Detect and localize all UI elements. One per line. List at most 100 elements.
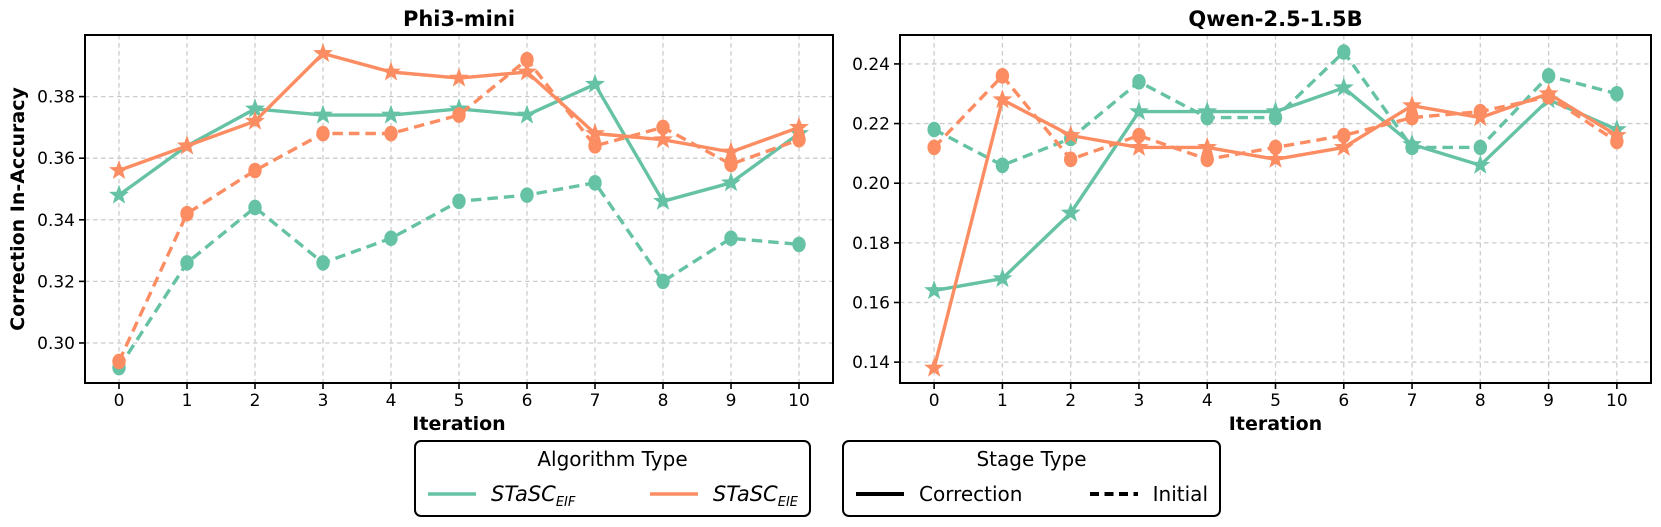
data-point-star-stasc-eif-correction <box>992 268 1013 288</box>
data-point-circle-stasc-eif-initial <box>384 230 398 247</box>
x-tick-label: 5 <box>454 391 465 411</box>
data-point-circle-stasc-eif-initial <box>792 236 806 253</box>
y-tick-label: 0.22 <box>852 115 890 135</box>
y-tick-label: 0.16 <box>852 293 890 313</box>
data-point-star-stasc-eif-correction <box>924 280 945 300</box>
data-point-star-stasc-eie-correction <box>653 129 673 149</box>
x-tick-label: 1 <box>997 391 1008 411</box>
legend-label-subscript: EIE <box>777 495 798 511</box>
data-point-star-stasc-eie-correction <box>517 61 537 81</box>
data-point-circle-stasc-eie-initial <box>927 139 941 156</box>
data-point-star-stasc-eie-correction <box>1129 136 1149 156</box>
data-point-star-stasc-eie-correction <box>109 160 129 179</box>
x-tick-label: 3 <box>1134 391 1145 411</box>
data-point-circle-stasc-eie-initial <box>112 353 126 370</box>
data-point-star-stasc-eie-correction <box>585 123 605 142</box>
x-tick-label: 9 <box>1543 391 1554 411</box>
data-point-circle-stasc-eie-initial <box>316 125 330 142</box>
data-point-star-stasc-eif-correction <box>721 172 741 192</box>
y-tick-label: 0.24 <box>852 55 890 75</box>
data-point-circle-stasc-eie-initial <box>384 125 398 142</box>
data-point-circle-stasc-eie-initial <box>1610 133 1624 150</box>
data-point-circle-stasc-eie-initial <box>588 138 602 154</box>
data-point-star-stasc-eif-correction <box>313 104 333 124</box>
x-tick-label: 4 <box>386 391 397 411</box>
y-tick-label: 0.38 <box>37 88 75 108</box>
data-point-circle-stasc-eie-initial <box>520 51 534 68</box>
y-tick-label: 0.20 <box>852 174 890 194</box>
x-tick-label: 8 <box>658 391 669 411</box>
data-point-star-stasc-eie-correction <box>992 89 1013 109</box>
data-point-circle-stasc-eie-initial <box>995 68 1010 84</box>
data-point-star-stasc-eif-correction <box>1129 101 1149 121</box>
data-point-circle-stasc-eif-initial <box>1200 109 1214 126</box>
data-point-star-stasc-eif-correction <box>381 104 401 124</box>
x-tick-label: 9 <box>726 391 737 411</box>
legend-label-main: STaSC <box>491 482 556 506</box>
plot-title: Qwen-2.5-1.5B <box>1188 7 1362 31</box>
data-point-star-stasc-eie-correction <box>1402 95 1422 115</box>
x-tick-label: 2 <box>250 391 261 411</box>
data-point-star-stasc-eie-correction <box>924 357 945 377</box>
x-tick-label: 2 <box>1065 391 1076 411</box>
x-tick-label: 10 <box>1606 391 1628 411</box>
panel-qwen-2-5-1-5b: 0.14 0.16 0.18 0.20 0.22 0.24 0 1 2 3 4 5 6 7 8 9 10 Qwen… <box>852 7 1652 435</box>
legend-algorithm-type: Algorithm Type STaSCEIF STaSCEIE <box>414 440 811 517</box>
y-tick-label: 0.30 <box>37 334 75 354</box>
y-tick-label: 0.36 <box>37 149 75 169</box>
x-tick-label: 7 <box>590 391 601 411</box>
data-point-circle-stasc-eif-initial <box>656 273 670 290</box>
x-tick-label: 0 <box>114 391 125 411</box>
data-point-star-stasc-eif-correction <box>109 184 129 204</box>
legend-label-initial: Initial <box>1152 482 1208 506</box>
data-point-star-stasc-eif-correction <box>1333 77 1354 97</box>
x-tick-label: 7 <box>1407 391 1418 411</box>
data-point-circle-stasc-eif-initial <box>180 255 194 271</box>
legend-entry-initial: Initial <box>1089 482 1208 506</box>
data-point-star-stasc-eie-correction <box>1060 125 1081 144</box>
x-tick-label: 4 <box>1202 391 1213 411</box>
legend-line-sample-green-icon <box>428 492 476 496</box>
x-tick-label: 10 <box>788 391 810 411</box>
x-tick-label: 5 <box>1270 391 1281 411</box>
data-point-circle-stasc-eie-initial <box>452 107 466 123</box>
data-point-circle-stasc-eie-initial <box>1473 103 1488 120</box>
data-point-circle-stasc-eie-initial <box>1200 151 1214 168</box>
data-point-star-stasc-eie-correction <box>721 141 741 161</box>
data-point-circle-stasc-eif-initial <box>520 187 534 203</box>
data-point-circle-stasc-eif-initial <box>248 199 262 216</box>
y-tick-label: 0.18 <box>852 234 890 254</box>
data-point-circle-stasc-eie-initial <box>724 156 738 173</box>
data-point-circle-stasc-eif-initial <box>1473 139 1488 156</box>
data-point-circle-stasc-eif-initial <box>1541 68 1556 84</box>
data-point-circle-stasc-eie-initial <box>792 131 806 148</box>
x-tick-label: 6 <box>1338 391 1349 411</box>
legend-label-correction: Correction <box>919 482 1023 506</box>
data-point-star-stasc-eie-correction <box>789 116 809 136</box>
series-line-stasc-eie-initial <box>117 57 800 363</box>
legend-line-sample-dashed-icon <box>1089 492 1138 496</box>
x-tick-label: 0 <box>929 391 940 411</box>
legend-label-subscript: EIF <box>555 495 576 511</box>
data-point-circle-stasc-eif-initial <box>1337 44 1351 60</box>
chart-canvas: 0.300.320.340.360.380 1 2 3 4 5 6 7 8 9 10Phi3-min… <box>7 7 1652 435</box>
y-tick-label: 0.14 <box>852 353 890 373</box>
data-point-circle-stasc-eie-initial <box>1268 139 1283 156</box>
legend-label-stasc-eie: STaSCEIE <box>712 482 798 509</box>
data-point-star-stasc-eie-correction <box>449 67 469 87</box>
data-point-circle-stasc-eie-initial <box>1405 109 1419 126</box>
data-point-star-stasc-eie-correction <box>1333 136 1354 156</box>
y-tick-label: 0.32 <box>37 272 75 292</box>
legend-label-main: STaSC <box>712 482 778 506</box>
data-point-star-stasc-eif-correction <box>1470 154 1491 174</box>
legend-stage-type: Stage Type Correction Initial <box>842 440 1221 517</box>
legend-entry-stasc-eif: STaSCEIF <box>427 482 575 509</box>
data-point-star-stasc-eie-correction <box>313 43 333 62</box>
x-tick-label: 1 <box>182 391 193 411</box>
data-point-circle-stasc-eif-initial <box>588 175 602 191</box>
data-point-star-stasc-eif-correction <box>517 104 537 124</box>
data-point-star-stasc-eie-correction <box>1265 148 1286 168</box>
data-point-star-stasc-eie-correction <box>1197 136 1218 156</box>
data-point-circle-stasc-eif-initial <box>1610 85 1624 102</box>
data-point-circle-stasc-eie-initial <box>1063 151 1078 168</box>
